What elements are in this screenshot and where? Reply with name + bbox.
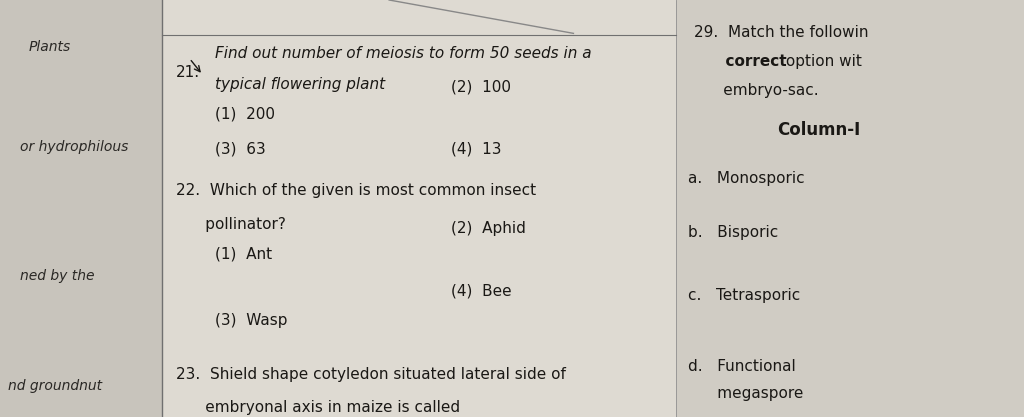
Text: (1)  Ant: (1) Ant — [215, 246, 272, 261]
Text: d.   Functional: d. Functional — [688, 359, 796, 374]
Text: (3)  63: (3) 63 — [215, 142, 266, 157]
Text: 22.  Which of the given is most common insect: 22. Which of the given is most common in… — [176, 183, 537, 198]
Text: c.   Tetrasporic: c. Tetrasporic — [688, 288, 801, 303]
Text: (4)  Bee: (4) Bee — [451, 284, 511, 299]
Text: option wit: option wit — [781, 54, 862, 69]
Text: embryo-sac.: embryo-sac. — [694, 83, 819, 98]
Text: megaspore: megaspore — [688, 386, 804, 401]
Text: (4)  13: (4) 13 — [451, 142, 501, 157]
Text: 21.: 21. — [176, 65, 201, 80]
Text: (3)  Wasp: (3) Wasp — [215, 313, 288, 328]
Text: (2)  100: (2) 100 — [451, 79, 511, 94]
Text: (2)  Aphid: (2) Aphid — [451, 221, 525, 236]
Text: a.   Monosporic: a. Monosporic — [688, 171, 805, 186]
Text: embryonal axis in maize is called: embryonal axis in maize is called — [176, 400, 460, 415]
Text: 29.  Match the followin: 29. Match the followin — [694, 25, 868, 40]
Text: (1)  200: (1) 200 — [215, 106, 275, 121]
Text: Plants: Plants — [29, 40, 71, 54]
Text: nd groundnut: nd groundnut — [8, 379, 102, 394]
Text: Find out number of meiosis to form 50 seeds in a: Find out number of meiosis to form 50 se… — [215, 46, 592, 61]
Text: pollinator?: pollinator? — [176, 217, 286, 232]
Text: b.   Bisporic: b. Bisporic — [688, 225, 778, 240]
Text: or hydrophilous: or hydrophilous — [20, 140, 129, 154]
Text: 23.  Shield shape cotyledon situated lateral side of: 23. Shield shape cotyledon situated late… — [176, 367, 566, 382]
Text: correct: correct — [694, 54, 786, 69]
Text: Column-I: Column-I — [777, 121, 861, 139]
Text: typical flowering plant: typical flowering plant — [215, 77, 385, 92]
Bar — [0, 0, 162, 417]
Bar — [676, 0, 1024, 417]
Text: ned by the: ned by the — [20, 269, 95, 283]
